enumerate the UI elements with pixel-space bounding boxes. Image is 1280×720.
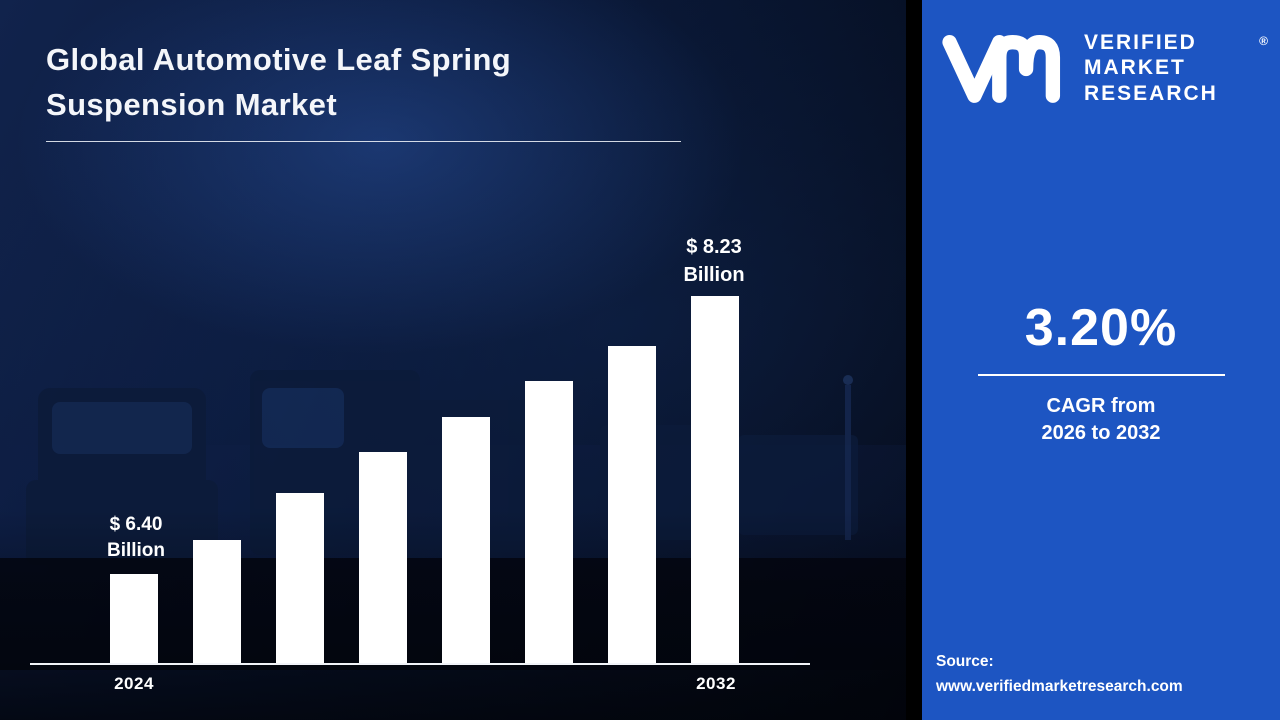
x-axis-line: [30, 663, 810, 665]
brand-name-line2: MARKET: [1084, 56, 1186, 80]
chart-bar-2: [193, 540, 241, 665]
registered-trademark-symbol: ®: [1259, 34, 1268, 48]
chart-bar-3: [276, 493, 324, 665]
title-underline: [46, 141, 681, 142]
chart-bar-7: [608, 346, 656, 665]
cagr-caption-line2: 2026 to 2032: [1041, 422, 1161, 444]
x-axis-label-2032: 2032: [696, 674, 736, 693]
cagr-caption-line1: CAGR from: [1046, 395, 1156, 417]
first-bar-value-label: $ 6.40 Billion: [64, 512, 208, 564]
page-title-line2: Suspension Market: [46, 86, 338, 122]
cagr-value: 3.20%: [1024, 299, 1178, 357]
first-bar-unit: Billion: [106, 540, 166, 562]
brand-name-line3: RESEARCH: [1084, 81, 1218, 105]
cagr-block: 3.20% CAGR from 2026 to 2032: [922, 298, 1280, 447]
info-panel: VERIFIED MARKET RESEARCH ® 3.20% CAGR fr…: [922, 0, 1280, 720]
chart-bar-6: [525, 381, 573, 665]
vmr-monogram-icon: [942, 35, 1061, 103]
page-title: Global Automotive Leaf Spring Suspension…: [46, 38, 511, 128]
bar-chart: $ 6.40 Billion $ 8.23 Billion 2024 2032: [30, 234, 810, 693]
chart-bar-4: [359, 452, 407, 665]
last-bar-amount: $ 8.23: [686, 236, 742, 258]
chart-bar-1: [110, 574, 158, 665]
brand-name: VERIFIED MARKET RESEARCH: [1084, 30, 1218, 107]
chart-section: Global Automotive Leaf Spring Suspension…: [0, 0, 906, 720]
source-block: Source: www.verifiedmarketresearch.com: [936, 650, 1183, 700]
chart-bar-5: [442, 417, 490, 665]
last-bar-value-label: $ 8.23 Billion: [642, 234, 786, 289]
page-title-line1: Global Automotive Leaf Spring: [46, 42, 512, 77]
brand-logo: VERIFIED MARKET RESEARCH: [940, 28, 1218, 108]
brand-name-line1: VERIFIED: [1084, 30, 1197, 54]
last-bar-unit: Billion: [683, 263, 745, 286]
x-axis-label-2024: 2024: [114, 674, 154, 693]
first-bar-amount: $ 6.40: [109, 514, 163, 535]
source-url: www.verifiedmarketresearch.com: [936, 678, 1183, 696]
source-label: Source:: [936, 653, 994, 671]
cagr-caption: CAGR from 2026 to 2032: [922, 393, 1280, 447]
chart-bar-8: [691, 296, 739, 665]
cagr-divider: [977, 374, 1225, 376]
